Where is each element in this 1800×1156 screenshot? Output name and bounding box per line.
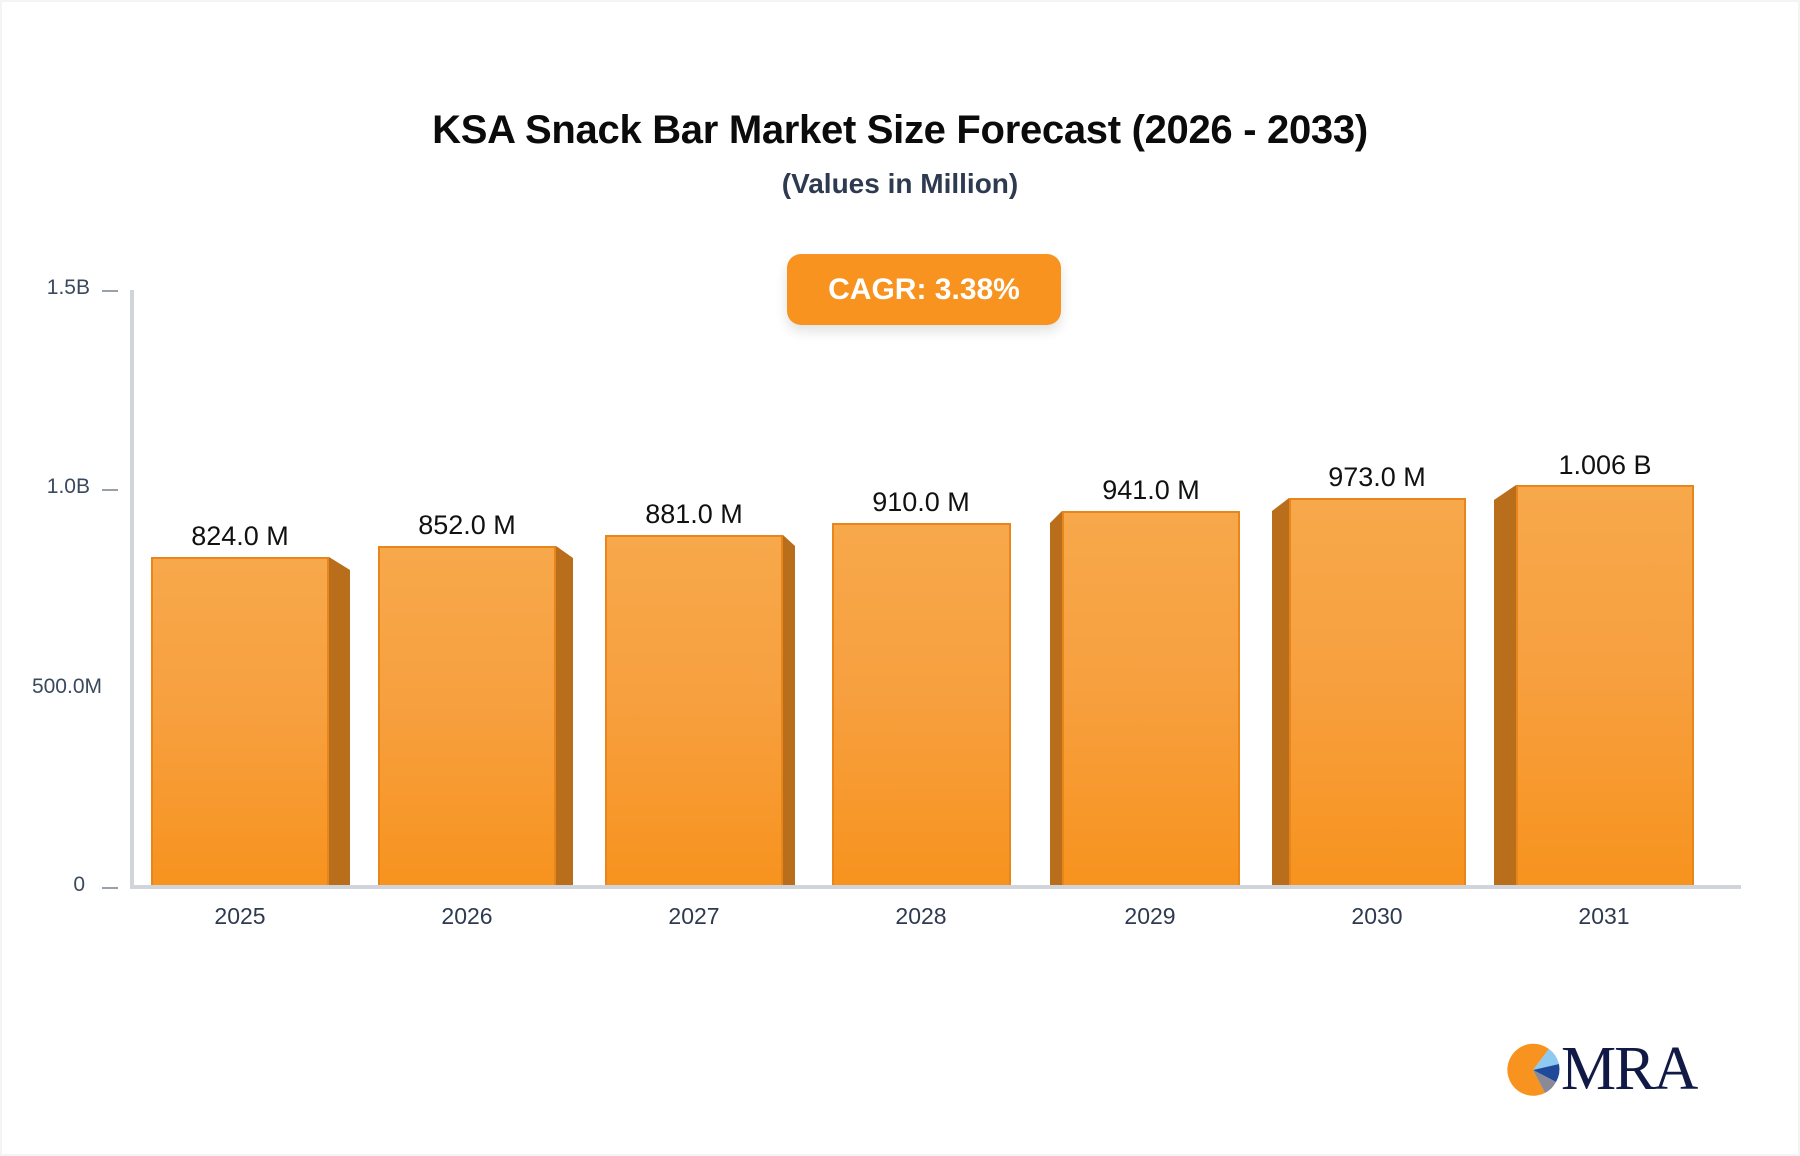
bar-value-label: 973.0 M	[1328, 462, 1426, 492]
bar-side	[1494, 485, 1516, 887]
bar-value-label: 852.0 M	[418, 510, 516, 540]
bar-front	[1516, 485, 1694, 887]
bar-side	[556, 546, 573, 887]
bar-value-label: 1.006 B	[1558, 450, 1652, 480]
bar-front	[832, 523, 1011, 887]
bar-front	[378, 546, 556, 887]
pie-logo-icon	[1507, 1043, 1560, 1096]
y-tick-label: 0	[73, 873, 85, 896]
bar-side	[1272, 498, 1289, 887]
y-tick-mark	[102, 887, 118, 889]
bar-value-label: 910.0 M	[872, 487, 970, 517]
x-tick-label: 2027	[668, 903, 720, 929]
x-tick-label: 2028	[895, 903, 947, 929]
chart-title: KSA Snack Bar Market Size Forecast (2026…	[432, 108, 1368, 152]
x-axis-line	[130, 885, 1741, 889]
mra-logo: MRA	[1505, 1036, 1698, 1102]
y-tick-mark	[102, 489, 118, 491]
bar-value-label: 881.0 M	[645, 499, 743, 529]
y-tick-mark	[102, 290, 118, 292]
y-tick-label: 1.5B	[46, 276, 90, 299]
y-axis-line	[130, 290, 134, 889]
cagr-badge: CAGR: 3.38%	[787, 254, 1061, 325]
chart-subtitle: (Values in Million)	[781, 168, 1019, 199]
bar-front	[1062, 511, 1240, 887]
y-tick-label: 1.0B	[46, 475, 90, 498]
logo-text: MRA	[1561, 1035, 1698, 1103]
x-tick-label: 2030	[1351, 903, 1403, 929]
bar-value-label: 941.0 M	[1102, 475, 1200, 505]
bar-side	[783, 535, 795, 887]
bar-side	[1050, 511, 1062, 887]
x-tick-label: 2029	[1124, 903, 1176, 929]
bar-side	[329, 557, 350, 887]
bar-front	[151, 557, 329, 887]
bar-value-label: 824.0 M	[191, 521, 289, 551]
x-tick-label: 2031	[1578, 903, 1630, 929]
y-tick-label: 500.0M	[31, 675, 102, 698]
bar-front	[1289, 498, 1466, 887]
bar-front	[605, 535, 783, 887]
x-tick-label: 2025	[214, 903, 266, 929]
x-tick-label: 2026	[441, 903, 493, 929]
